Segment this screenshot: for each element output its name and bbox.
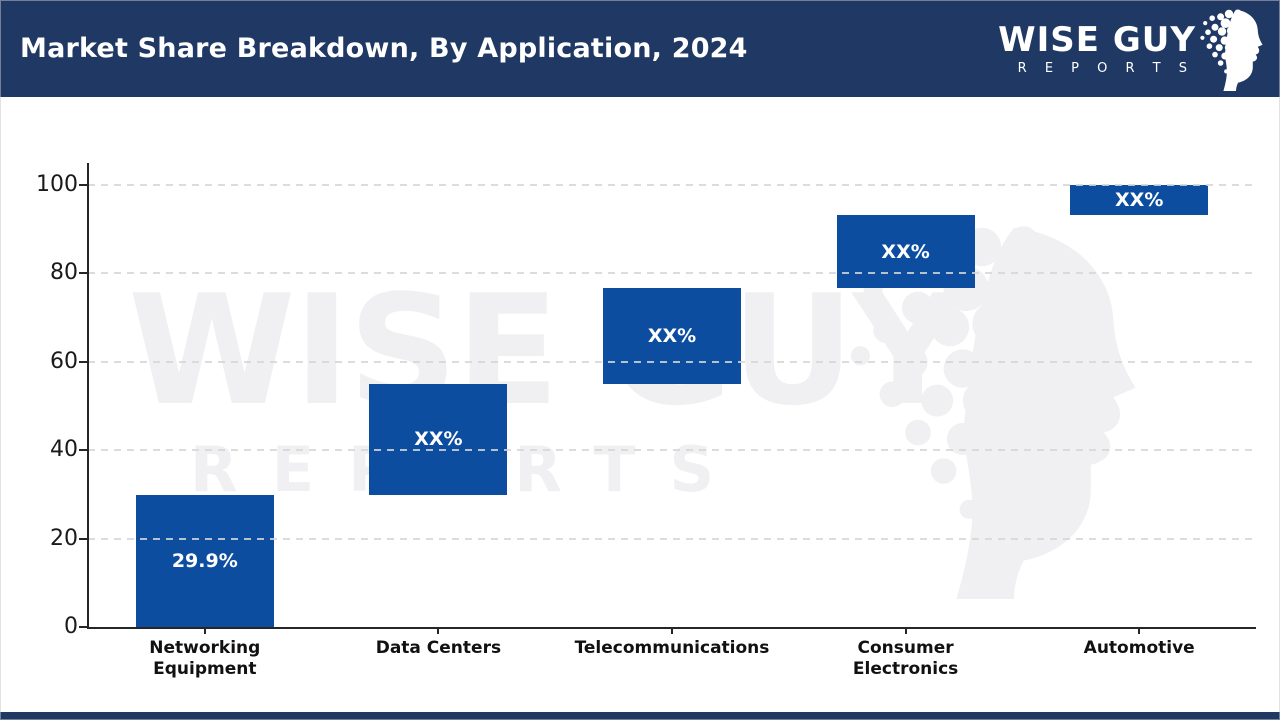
- y-tick-label-0: 0: [64, 614, 78, 639]
- gridline-40: [88, 449, 1256, 452]
- y-tick-mark-80: [79, 272, 88, 275]
- labels-layer: 0 20 40 60 80 100 29.9% Networking Equipment XX%…: [0, 97, 1280, 712]
- bar-value-label-telecommunications: XX%: [647, 325, 697, 348]
- bar-value-label-networking-equipment: 29.9%: [171, 549, 238, 572]
- gridline-100: [88, 184, 1256, 186]
- header-bar: Market Share Breakdown, By Application, …: [0, 0, 1280, 97]
- x-tick-mark-automotive: [1138, 627, 1141, 634]
- y-tick-mark-100: [79, 184, 88, 186]
- x-category-label-automotive: Automotive: [1083, 638, 1195, 658]
- y-tick-mark-40: [79, 449, 88, 452]
- bar-automotive: [1070, 185, 1209, 216]
- y-tick-mark-20: [79, 537, 88, 540]
- y-axis-line: [87, 163, 89, 629]
- y-tick-label-80: 80: [50, 260, 78, 286]
- x-category-label-networking-equipment: Networking Equipment: [149, 638, 261, 679]
- x-tick-mark-consumer-electronics: [904, 627, 907, 634]
- x-tick-mark-data-centers: [437, 627, 440, 634]
- x-category-label-telecommunications: Telecommunications: [574, 638, 770, 658]
- x-axis-line: [87, 627, 1256, 629]
- bar-networking-equipment: [135, 494, 274, 627]
- gridline-80: [88, 272, 1256, 275]
- dotted-head-logo-icon: [1192, 7, 1266, 91]
- y-tick-label-60: 60: [50, 348, 78, 374]
- bar-value-label-data-centers: XX%: [414, 428, 463, 451]
- brand-name: WISE GUY: [998, 19, 1196, 60]
- gridline-60: [88, 360, 1256, 363]
- watermark-text-primary: WISE GUY: [128, 262, 963, 439]
- bar-value-label-consumer-electronics: XX%: [881, 240, 930, 263]
- x-tick-mark-networking-equipment: [203, 627, 206, 634]
- bar-data-centers: [369, 383, 508, 495]
- gridlines-layer: [0, 97, 1280, 712]
- x-tick-mark-telecommunications: [671, 627, 673, 634]
- y-tick-mark-60: [79, 360, 88, 363]
- bar-consumer-electronics: [836, 215, 975, 289]
- brand-logo: WISE GUY R E P O R T S: [998, 7, 1266, 91]
- x-category-label-data-centers: Data Centers: [375, 638, 502, 658]
- y-tick-label-20: 20: [50, 525, 78, 551]
- bar-value-label-automotive: XX%: [1115, 189, 1164, 212]
- bar-telecommunications: [603, 288, 741, 384]
- brand-wordmark: WISE GUY R E P O R T S: [998, 23, 1196, 75]
- gridline-20: [88, 537, 1256, 540]
- footer-bar: [0, 712, 1280, 720]
- y-tick-mark-0: [79, 626, 88, 628]
- brand-subtitle: R E P O R T S: [1017, 60, 1194, 76]
- page-title: Market Share Breakdown, By Application, …: [20, 33, 748, 64]
- y-tick-label-40: 40: [50, 437, 78, 463]
- axes-layer: [0, 97, 1280, 712]
- x-category-label-consumer-electronics: Consumer Electronics: [852, 638, 959, 679]
- y-tick-label-100: 100: [36, 172, 78, 197]
- bars-layer: [0, 97, 1280, 712]
